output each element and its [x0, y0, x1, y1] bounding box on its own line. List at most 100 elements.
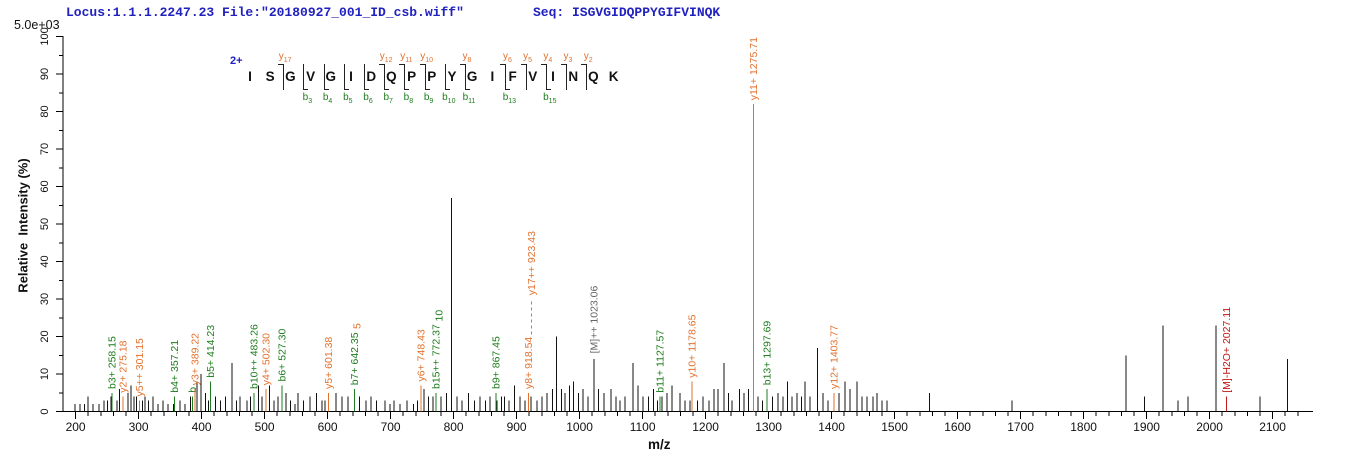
x-tick-label: 1300	[755, 420, 782, 434]
y-ion-label: y2	[583, 51, 593, 64]
y-tick-label: 50	[39, 218, 51, 230]
x-tick-label: 1200	[692, 420, 719, 434]
residue-letter: V	[306, 69, 316, 84]
bracket-arm	[561, 64, 566, 65]
residue-letter: F	[508, 69, 517, 84]
b-ion-label: b8	[403, 92, 414, 105]
cleavage-bracket	[283, 64, 285, 90]
bracket-arm	[364, 89, 369, 90]
cleavage-bracket	[343, 64, 345, 90]
ion-label: b13+ 1297.69	[762, 321, 774, 386]
ion-label: b7+ 642.35	[349, 332, 361, 385]
x-tick-label: 400	[192, 420, 212, 434]
bracket-arm	[419, 64, 425, 65]
ion-label: b3+ 258.15	[107, 336, 119, 389]
cleavage-bracket	[424, 64, 426, 90]
ion-label: [M]-H2O+ 2027.11	[1221, 307, 1233, 393]
residue-letter: P	[427, 69, 437, 84]
x-tick-label: 1100	[630, 420, 656, 434]
bracket-arm	[278, 64, 284, 65]
cleavage-bracket	[465, 64, 466, 90]
ion-label: b4+ 357.21	[169, 340, 181, 393]
ion-label: y4+ 502.30	[261, 333, 273, 385]
ion-label: y10+ 1178.65	[687, 314, 699, 377]
bracket-arm	[343, 89, 349, 90]
y-tick-label: 70	[39, 143, 51, 155]
y-ion-label: y6	[502, 51, 512, 64]
intensity-scale-label: 5.0e+03	[14, 18, 60, 32]
bracket-arm	[379, 64, 385, 65]
cleavage-bracket	[586, 64, 588, 90]
bracket-arm	[540, 64, 546, 65]
residue-letter: Q	[386, 69, 397, 84]
residue-letter: G	[325, 69, 337, 84]
b-ion-label: b4	[322, 92, 333, 105]
ion-label: [M]++ 1023.06	[589, 285, 601, 353]
y-tick-label: 60	[39, 180, 51, 192]
y-ion-label: y11	[400, 51, 413, 64]
ion-label: 10	[433, 310, 445, 322]
b-ion-label: b3	[302, 92, 313, 105]
ion-label: b6+ 527.30	[276, 328, 288, 381]
cleavage-bracket	[566, 64, 567, 90]
cleavage-bracket	[545, 64, 547, 90]
residue-letter: Q	[588, 69, 599, 84]
bracket-arm	[460, 64, 465, 65]
residue-letter: S	[265, 69, 275, 84]
bracket-arm	[465, 89, 470, 90]
y-ion-label: y4	[543, 51, 553, 64]
x-tick-label: 1900	[1133, 420, 1160, 434]
ion-label: b15++ 772.37	[431, 324, 443, 389]
sequence-label: Seq: ISGVGIDQPPYGIFVINQK	[533, 5, 721, 20]
cleavage-bracket	[323, 64, 325, 90]
b-ion-label: b15	[543, 92, 557, 105]
x-tick-label: 500	[255, 420, 275, 434]
bracket-arm	[581, 64, 587, 65]
residue-letter: K	[608, 69, 619, 84]
x-tick-label: 600	[318, 420, 338, 434]
y-tick-label: 80	[39, 105, 51, 117]
ion-label: y12+ 1403.77	[828, 325, 840, 389]
y-tick-label: 90	[39, 68, 51, 80]
x-tick-label: 700	[381, 420, 401, 434]
ion-label: y6+ 748.43	[416, 329, 428, 381]
x-tick-label: 300	[129, 420, 149, 434]
cleavage-bracket	[384, 64, 386, 90]
ion-label: y2+ 275.18	[117, 340, 129, 392]
y-ion-label: y12	[379, 51, 393, 64]
ion-label: b5+ 414.23	[205, 325, 217, 378]
y-ion-label: y5	[523, 51, 533, 64]
x-tick-label: 2000	[1196, 420, 1223, 434]
x-tick-label: 900	[507, 420, 527, 434]
x-axis-title: m/z	[648, 437, 671, 452]
bracket-arm	[384, 89, 390, 90]
y-tick-label: 40	[39, 255, 51, 267]
y-tick-label: 0	[39, 408, 51, 414]
x-tick-label: 1800	[1070, 420, 1097, 434]
residue-letter: D	[366, 69, 377, 84]
bracket-arm	[520, 64, 526, 65]
x-tick-label: 800	[444, 420, 464, 434]
x-tick-label: 200	[66, 420, 86, 434]
b-ion-label: b6	[363, 92, 373, 105]
residue-letter: I	[349, 69, 353, 84]
cleavage-bracket	[505, 64, 507, 90]
y-ion-label: y17	[278, 51, 292, 64]
ion-label: b10++ 483.26	[249, 324, 261, 389]
precursor-charge-label: 2+	[230, 55, 243, 67]
ion-label: b9+ 867.45	[491, 336, 503, 389]
residue-letter: I	[490, 69, 495, 84]
b-ion-label: b7	[383, 92, 393, 105]
residue-letter: P	[407, 69, 417, 84]
residue-letter: I	[551, 69, 555, 84]
bracket-arm	[505, 89, 511, 90]
x-tick-label: 1000	[566, 420, 593, 434]
x-tick-label: 2100	[1259, 420, 1286, 434]
residue-letter: G	[285, 69, 296, 84]
cleavage-bracket	[303, 64, 305, 90]
bracket-arm	[545, 89, 551, 90]
locus-file-label: Locus:1.1.1.2247.23 File:"20180927_001_I…	[66, 5, 464, 20]
cleavage-bracket	[404, 64, 406, 90]
ion-label: y5+ 601.38	[323, 337, 335, 389]
